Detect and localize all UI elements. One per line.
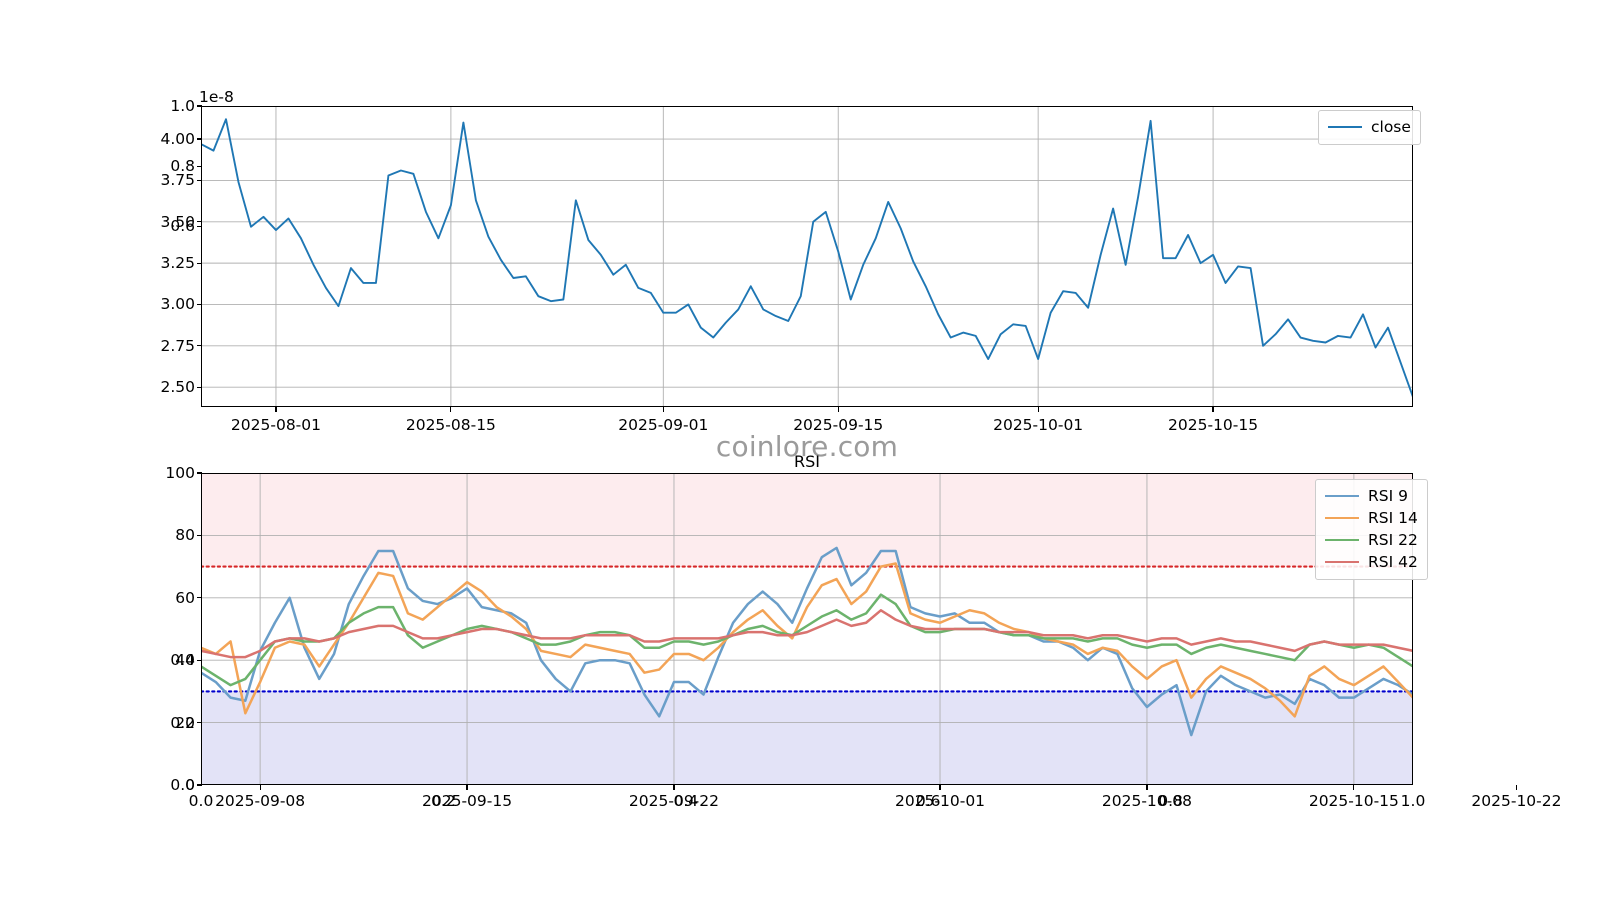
legend-item[interactable]: RSI 42 bbox=[1325, 551, 1418, 573]
x-axis-tick-label: 2025-09-01 bbox=[618, 416, 709, 434]
x-axis-tick-mark bbox=[1037, 407, 1039, 412]
legend-item-label: RSI 22 bbox=[1368, 531, 1418, 549]
y-axis-tick-label: 3.75 bbox=[160, 171, 195, 190]
legend-color-swatch bbox=[1325, 539, 1359, 541]
x-axis-tick-mark bbox=[450, 407, 452, 412]
x-axis-tick-label: 2025-09-08 bbox=[215, 792, 306, 810]
legend-item-label: close bbox=[1371, 118, 1411, 136]
legend-color-swatch bbox=[1325, 517, 1359, 519]
x-axis-tick-label: 2025-10-01 bbox=[894, 792, 986, 810]
y-axis-tick-mark bbox=[197, 534, 202, 536]
y-axis-tick-label: 1.0 bbox=[170, 97, 195, 115]
rsi-chart-title: RSI bbox=[794, 452, 820, 471]
y-axis-tick-label: 4.00 bbox=[160, 130, 195, 149]
y-axis-tick-label: 40 bbox=[175, 651, 195, 670]
x-axis-tick-label: 0.8 bbox=[1158, 792, 1183, 810]
x-axis-tick-mark bbox=[837, 407, 839, 412]
rsi-legend[interactable]: RSI 9 RSI 14 RSI 22 RSI 42 bbox=[1315, 479, 1428, 580]
x-axis-tick-label: 2025-10-15 bbox=[1308, 792, 1399, 810]
x-axis-tick-label: 2025-08-01 bbox=[230, 416, 322, 434]
price-axis-offset-text: 1e-8 bbox=[199, 88, 234, 106]
x-axis-tick-mark bbox=[939, 785, 941, 790]
x-axis-tick-mark bbox=[673, 785, 675, 790]
legend-item[interactable]: close bbox=[1328, 116, 1411, 138]
watermark: coinlore.com bbox=[715, 430, 899, 463]
y-axis-tick-mark bbox=[197, 105, 202, 107]
y-axis-tick-label: 3.50 bbox=[160, 212, 195, 231]
y-axis-tick-label: 3.25 bbox=[160, 254, 195, 273]
legend-item[interactable]: RSI 14 bbox=[1325, 507, 1418, 529]
y-axis-tick-mark bbox=[197, 225, 202, 227]
x-axis-tick-mark bbox=[275, 407, 277, 412]
y-axis-tick-mark bbox=[197, 659, 202, 661]
price-legend[interactable]: close bbox=[1318, 110, 1421, 145]
y-axis-tick-label: 0.4 bbox=[170, 651, 195, 670]
x-axis-tick-mark bbox=[466, 785, 468, 790]
x-axis-tick-mark bbox=[1212, 407, 1214, 412]
x-axis-tick-label: 0.6 bbox=[915, 792, 941, 810]
y-axis-tick-label: 2.50 bbox=[160, 378, 195, 397]
y-axis-tick-mark bbox=[197, 221, 202, 223]
y-axis-tick-mark bbox=[197, 597, 202, 599]
y-axis-tick-mark bbox=[197, 722, 202, 724]
x-axis-tick-label: 0.2 bbox=[431, 792, 456, 810]
x-axis-tick-mark bbox=[1146, 785, 1148, 790]
rsi-chart-axes bbox=[201, 473, 1413, 785]
y-axis-tick-mark bbox=[197, 303, 202, 306]
x-axis-tick-label: 2025-10-01 bbox=[993, 416, 1084, 434]
x-axis-tick-label: 2025-09-22 bbox=[628, 792, 720, 810]
y-axis-tick-label: 0.2 bbox=[170, 713, 195, 732]
x-axis-tick-mark bbox=[259, 785, 261, 790]
y-axis-tick-mark bbox=[197, 262, 202, 264]
y-axis-tick-label: 60 bbox=[175, 588, 195, 607]
y-axis-tick-label: 0.6 bbox=[170, 217, 195, 236]
legend-color-swatch bbox=[1325, 495, 1359, 497]
legend-item[interactable]: RSI 9 bbox=[1325, 485, 1418, 507]
legend-item-label: RSI 9 bbox=[1368, 487, 1408, 505]
y-axis-tick-label: 100 bbox=[165, 464, 195, 482]
legend-item-label: RSI 42 bbox=[1368, 553, 1418, 571]
y-axis-tick-label: 3.00 bbox=[160, 295, 195, 314]
x-axis-tick-mark bbox=[662, 407, 664, 412]
x-axis-tick-label: 2025-10-08 bbox=[1101, 792, 1192, 810]
x-axis-tick-label: 2025-10-22 bbox=[1471, 792, 1562, 810]
legend-item[interactable]: RSI 22 bbox=[1325, 529, 1418, 551]
price-chart-axes bbox=[201, 106, 1413, 407]
y-axis-tick-label: 80 bbox=[175, 526, 195, 545]
x-axis-tick-mark bbox=[1353, 785, 1355, 790]
y-axis-tick-label: 0 bbox=[185, 776, 195, 794]
y-axis-tick-mark bbox=[197, 179, 202, 181]
legend-item-label: RSI 14 bbox=[1368, 509, 1418, 527]
y-axis-tick-label: 0.0 bbox=[170, 776, 195, 794]
y-axis-tick-mark bbox=[197, 138, 202, 140]
x-axis-tick-label: 2025-08-15 bbox=[405, 416, 496, 434]
y-axis-tick-label: 0.8 bbox=[170, 157, 195, 176]
y-axis-tick-mark bbox=[197, 165, 202, 167]
rsi-plot-area bbox=[201, 473, 1413, 785]
y-axis-tick-mark bbox=[197, 386, 202, 388]
y-axis-tick-mark bbox=[197, 472, 202, 474]
legend-color-swatch bbox=[1328, 126, 1362, 128]
y-axis-tick-label: 20 bbox=[175, 713, 195, 732]
x-axis-tick-label: 1.0 bbox=[1400, 792, 1426, 810]
x-axis-tick-mark bbox=[1515, 785, 1518, 790]
x-axis-tick-label: 0.0 bbox=[188, 792, 214, 810]
x-axis-tick-label: 2025-10-15 bbox=[1168, 416, 1259, 434]
y-axis-tick-label: 2.75 bbox=[160, 336, 195, 355]
x-axis-tick-label: 0.4 bbox=[673, 792, 699, 810]
y-axis-tick-mark bbox=[197, 784, 202, 786]
x-axis-tick-label: 2025-09-15 bbox=[793, 416, 884, 434]
x-axis-tick-label: 2025-09-15 bbox=[422, 792, 513, 810]
y-axis-tick-mark bbox=[197, 345, 202, 347]
price-plot-area bbox=[201, 106, 1413, 407]
legend-color-swatch bbox=[1325, 561, 1359, 563]
